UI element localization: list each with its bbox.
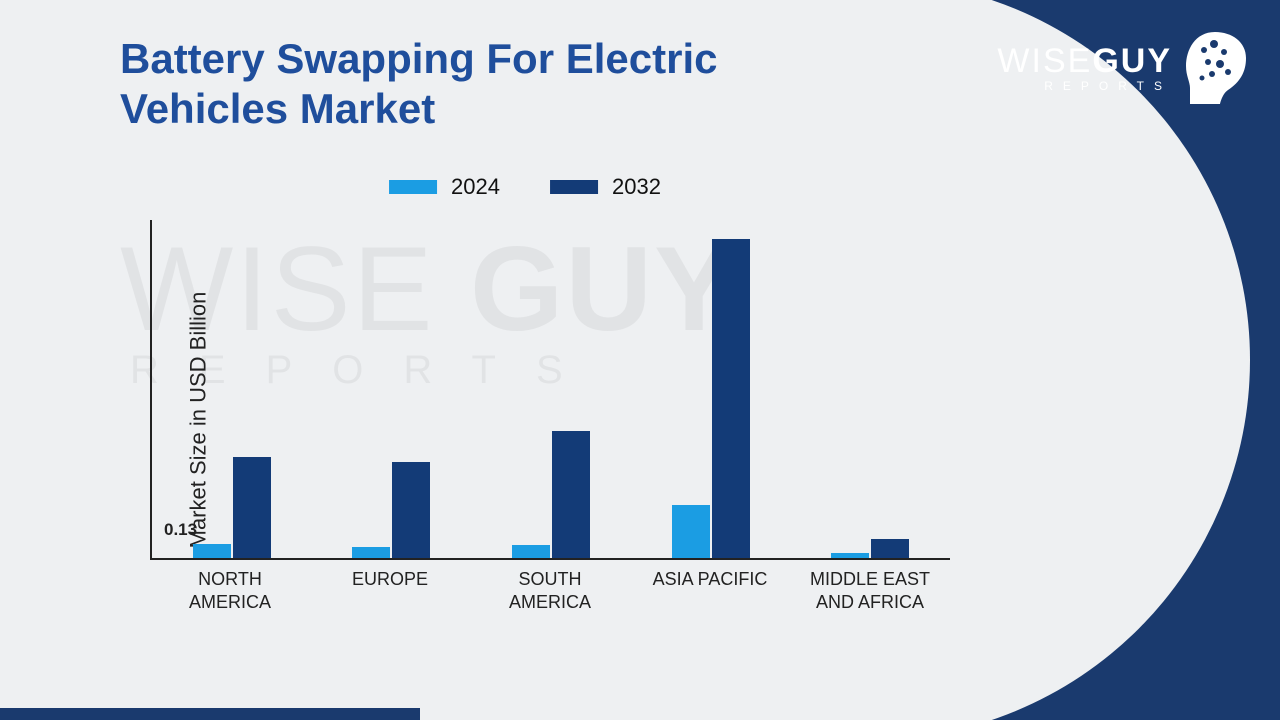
bar-2024 bbox=[831, 553, 869, 558]
legend-label-2032: 2032 bbox=[612, 174, 661, 200]
bar-2024 bbox=[512, 545, 550, 558]
bar-2024 bbox=[193, 544, 231, 558]
category-label: NORTH AMERICA bbox=[150, 562, 310, 680]
bar-2032 bbox=[392, 462, 430, 558]
bar-value-label: 0.13 bbox=[164, 520, 197, 540]
bar-groups: 0.13 bbox=[152, 220, 950, 558]
category-label: SOUTH AMERICA bbox=[470, 562, 630, 680]
plot-area: 0.13 bbox=[150, 220, 950, 560]
brand-logo: WISEGUY REPORTS bbox=[997, 28, 1250, 108]
legend-item-2024: 2024 bbox=[389, 174, 500, 200]
legend-swatch-2024 bbox=[389, 180, 437, 194]
bar-2032 bbox=[712, 239, 750, 558]
brand-head-icon bbox=[1180, 28, 1250, 108]
brand-line1b: GUY bbox=[1092, 42, 1172, 80]
bar-2024 bbox=[672, 505, 710, 558]
bar-2032 bbox=[233, 457, 271, 558]
market-chart: Market Size in USD Billion 2024 2032 0.1… bbox=[90, 160, 960, 680]
brand-text: WISEGUY REPORTS bbox=[997, 43, 1172, 94]
bar-group bbox=[790, 220, 950, 558]
brand-line2: REPORTS bbox=[997, 80, 1172, 93]
brand-line1a: WISE bbox=[997, 42, 1092, 80]
category-label: EUROPE bbox=[310, 562, 470, 680]
bar-group: 0.13 bbox=[152, 220, 312, 558]
bar-group bbox=[312, 220, 472, 558]
category-label: MIDDLE EAST AND AFRICA bbox=[790, 562, 950, 680]
category-label: ASIA PACIFIC bbox=[630, 562, 790, 680]
bar-2032 bbox=[552, 431, 590, 559]
bar-group bbox=[471, 220, 631, 558]
legend: 2024 2032 bbox=[389, 174, 661, 200]
bar-2032 bbox=[871, 539, 909, 558]
legend-swatch-2032 bbox=[550, 180, 598, 194]
right-panel bbox=[960, 0, 1280, 720]
page-title: Battery Swapping For Electric Vehicles M… bbox=[120, 34, 800, 135]
category-labels: NORTH AMERICAEUROPESOUTH AMERICAASIA PAC… bbox=[150, 562, 950, 680]
footer-accent-bar bbox=[0, 708, 420, 720]
legend-label-2024: 2024 bbox=[451, 174, 500, 200]
bar-2024 bbox=[352, 547, 390, 558]
legend-item-2032: 2032 bbox=[550, 174, 661, 200]
bar-group bbox=[631, 220, 791, 558]
